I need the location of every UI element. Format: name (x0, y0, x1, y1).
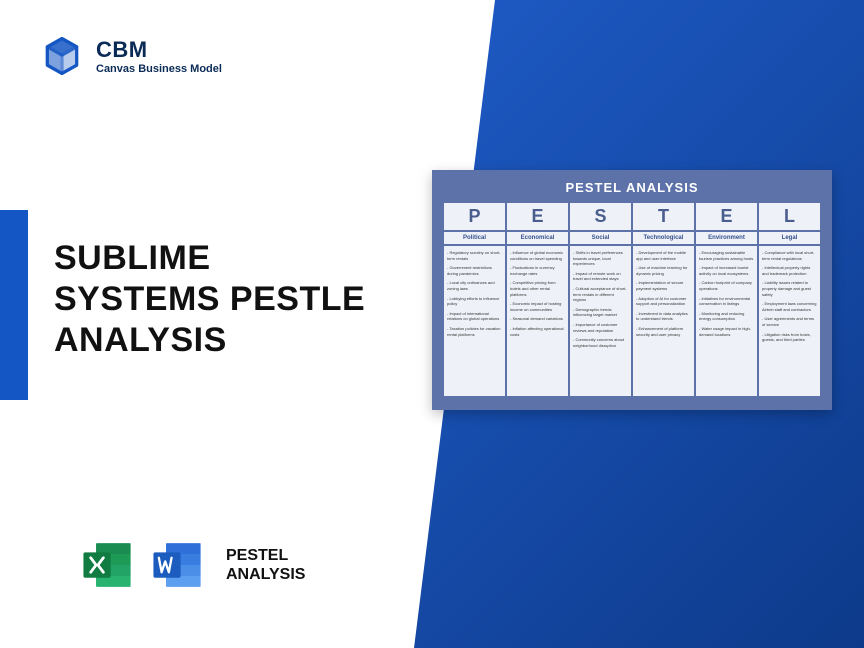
pestel-body-0: - Regulatory scrutiny on short-term rent… (444, 246, 505, 396)
pestel-body-4: - Encouraging sustainable tourism practi… (696, 246, 757, 396)
pestel-letter-4: E (696, 203, 757, 230)
page-title: SUBLIME SYSTEMS PESTLE ANALYSIS (54, 238, 365, 360)
pestel-letter-5: L (759, 203, 820, 230)
pestel-body-3: - Development of the mobile app and user… (633, 246, 694, 396)
logo-subtitle: Canvas Business Model (96, 63, 222, 75)
excel-icon (78, 536, 136, 594)
title-line-2: SYSTEMS PESTLE (54, 279, 365, 320)
pestel-name-5: Legal (759, 232, 820, 244)
pestel-name-2: Social (570, 232, 631, 244)
pestel-letter-1: E (507, 203, 568, 230)
bottom-icon-row: PESTEL ANALYSIS (78, 536, 305, 594)
logo: CBM Canvas Business Model (40, 34, 222, 78)
word-icon (148, 536, 206, 594)
pestel-name-0: Political (444, 232, 505, 244)
pestel-name-1: Economical (507, 232, 568, 244)
pestel-card: PESTEL ANALYSIS PESTELPoliticalEconomica… (432, 170, 832, 410)
title-line-3: ANALYSIS (54, 320, 365, 361)
logo-title: CBM (96, 37, 222, 63)
pestel-title: PESTEL ANALYSIS (444, 180, 820, 195)
pestel-body-2: - Shifts in travel preferences towards u… (570, 246, 631, 396)
pestel-name-3: Technological (633, 232, 694, 244)
accent-bar (0, 210, 28, 400)
bottom-label: PESTEL ANALYSIS (226, 546, 305, 584)
pestel-letter-3: T (633, 203, 694, 230)
logo-text: CBM Canvas Business Model (96, 37, 222, 75)
logo-icon (40, 34, 84, 78)
pestel-body-5: - Compliance with local short-term renta… (759, 246, 820, 396)
title-line-1: SUBLIME (54, 238, 365, 279)
pestel-grid: PESTELPoliticalEconomicalSocialTechnolog… (444, 203, 820, 396)
bottom-label-line-2: ANALYSIS (226, 565, 305, 584)
bottom-label-line-1: PESTEL (226, 546, 305, 565)
pestel-letter-2: S (570, 203, 631, 230)
pestel-name-4: Environment (696, 232, 757, 244)
pestel-body-1: - Influence of global economic condition… (507, 246, 568, 396)
pestel-letter-0: P (444, 203, 505, 230)
